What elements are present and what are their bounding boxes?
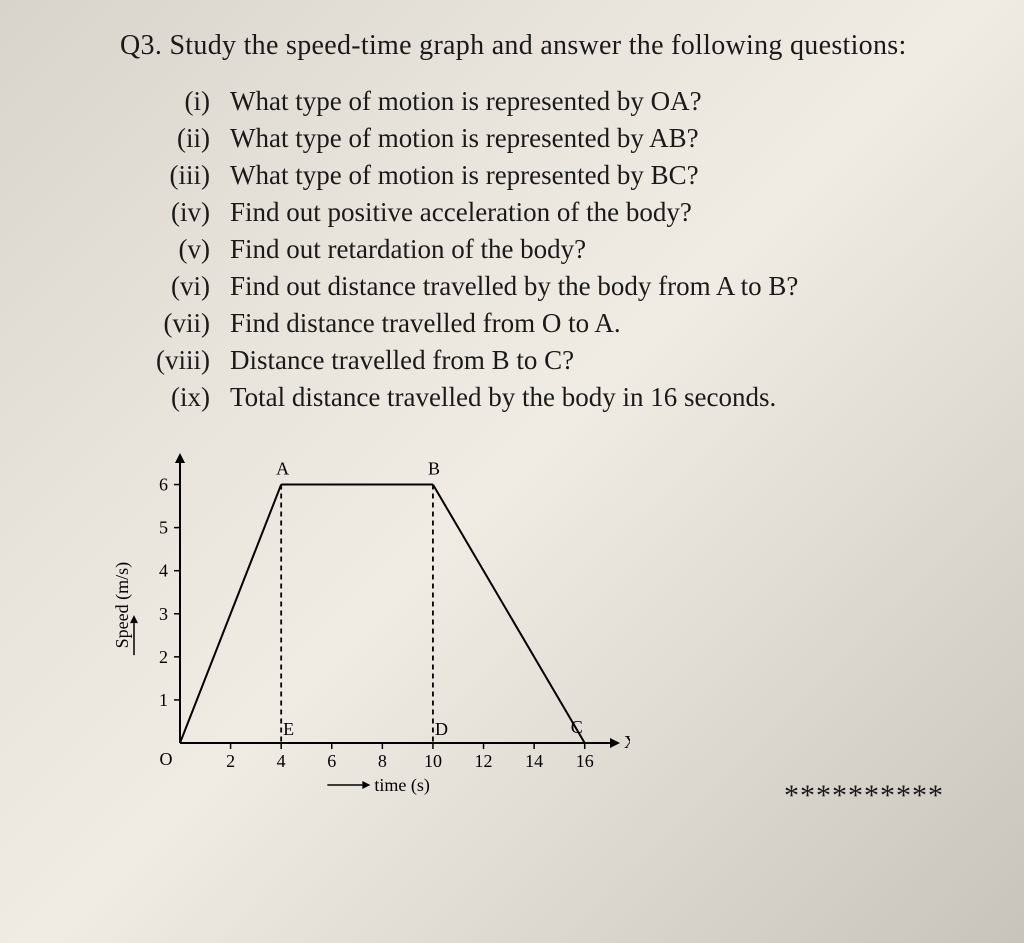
subq-text: What type of motion is represented by BC… bbox=[230, 160, 984, 191]
svg-text:5: 5 bbox=[159, 518, 168, 538]
subq-text: Find distance travelled from O to A. bbox=[230, 308, 984, 339]
subq-label: (vi) bbox=[150, 271, 230, 302]
svg-text:B: B bbox=[428, 459, 440, 479]
footer-stars: ********** bbox=[784, 779, 944, 813]
list-item: (i) What type of motion is represented b… bbox=[150, 86, 984, 117]
subq-label: (v) bbox=[150, 234, 230, 265]
question-header: Q3. Study the speed-time graph and answe… bbox=[60, 30, 984, 62]
subq-label: (vii) bbox=[150, 308, 230, 339]
subq-label: (i) bbox=[150, 86, 230, 117]
subq-text: Find out positive acceleration of the bo… bbox=[230, 197, 984, 228]
svg-text:6: 6 bbox=[327, 751, 336, 771]
subq-label: (iii) bbox=[150, 160, 230, 191]
svg-text:E: E bbox=[283, 719, 294, 739]
svg-text:O: O bbox=[160, 749, 173, 769]
subq-text: Total distance travelled by the body in … bbox=[230, 382, 984, 413]
list-item: (iii) What type of motion is represented… bbox=[150, 160, 984, 191]
subq-text: What type of motion is represented by OA… bbox=[230, 86, 984, 117]
subq-label: (iv) bbox=[150, 197, 230, 228]
svg-text:3: 3 bbox=[159, 604, 168, 624]
subq-label: (viii) bbox=[150, 345, 230, 376]
svg-text:Speed (m/s): Speed (m/s) bbox=[112, 562, 133, 648]
subq-text: What type of motion is represented by AB… bbox=[230, 123, 984, 154]
subq-text: Find out distance travelled by the body … bbox=[230, 271, 984, 302]
svg-text:8: 8 bbox=[378, 751, 387, 771]
list-item: (viii) Distance travelled from B to C? bbox=[150, 345, 984, 376]
svg-text:C: C bbox=[571, 717, 583, 737]
chart-svg: 246810121416123456OABCDEXtime (s)Speed (… bbox=[90, 453, 630, 813]
svg-text:A: A bbox=[276, 459, 289, 479]
subq-label: (ix) bbox=[150, 382, 230, 413]
list-item: (ix) Total distance travelled by the bod… bbox=[150, 382, 984, 413]
svg-text:time (s): time (s) bbox=[374, 775, 430, 796]
question-text: Study the speed-time graph and answer th… bbox=[169, 30, 906, 61]
svg-text:16: 16 bbox=[576, 751, 594, 771]
list-item: (vii) Find distance travelled from O to … bbox=[150, 308, 984, 339]
subq-text: Distance travelled from B to C? bbox=[230, 345, 984, 376]
subq-label: (ii) bbox=[150, 123, 230, 154]
svg-text:12: 12 bbox=[475, 751, 493, 771]
svg-text:10: 10 bbox=[424, 751, 442, 771]
svg-text:6: 6 bbox=[159, 475, 168, 495]
speed-time-chart: 246810121416123456OABCDEXtime (s)Speed (… bbox=[90, 453, 630, 813]
list-item: (iv) Find out positive acceleration of t… bbox=[150, 197, 984, 228]
subquestions-list: (i) What type of motion is represented b… bbox=[60, 86, 984, 413]
subq-text: Find out retardation of the body? bbox=[230, 234, 984, 265]
question-label: Q3. bbox=[120, 30, 162, 61]
svg-text:4: 4 bbox=[277, 751, 286, 771]
svg-text:4: 4 bbox=[159, 561, 168, 581]
svg-text:14: 14 bbox=[525, 751, 543, 771]
list-item: (v) Find out retardation of the body? bbox=[150, 234, 984, 265]
page: Q3. Study the speed-time graph and answe… bbox=[0, 0, 1024, 833]
list-item: (ii) What type of motion is represented … bbox=[150, 123, 984, 154]
svg-text:1: 1 bbox=[159, 690, 168, 710]
svg-text:D: D bbox=[435, 719, 448, 739]
svg-text:2: 2 bbox=[226, 751, 235, 771]
svg-text:2: 2 bbox=[159, 647, 168, 667]
svg-text:X: X bbox=[624, 732, 630, 752]
list-item: (vi) Find out distance travelled by the … bbox=[150, 271, 984, 302]
